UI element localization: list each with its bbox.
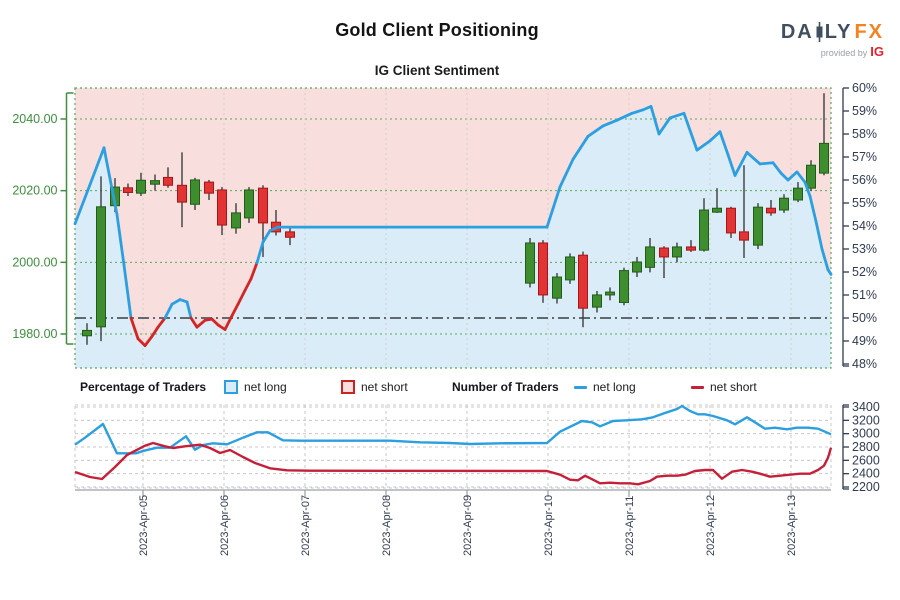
logo-text-fx: FX — [854, 21, 884, 43]
svg-text:2400: 2400 — [852, 467, 880, 481]
net-short-line-swatch — [691, 385, 704, 389]
svg-text:2020.00: 2020.00 — [12, 184, 57, 198]
svg-text:48%: 48% — [852, 357, 877, 371]
logo-candlestick-icon — [816, 22, 823, 42]
dailyfx-logo: DA LY FX provided by IG — [781, 22, 884, 63]
net-long-line-swatch — [574, 385, 587, 389]
svg-text:2023-Apr-08: 2023-Apr-08 — [381, 495, 393, 556]
legend-num-net-short-label: net short — [710, 380, 757, 394]
logo-provided-by: provided by IG — [781, 42, 884, 63]
svg-text:2040.00: 2040.00 — [12, 112, 57, 126]
svg-text:2023-Apr-11: 2023-Apr-11 — [624, 496, 636, 556]
svg-text:2023-Apr-10: 2023-Apr-10 — [543, 495, 555, 556]
svg-text:2023-Apr-13: 2023-Apr-13 — [786, 495, 798, 556]
svg-text:49%: 49% — [852, 334, 877, 348]
svg-text:3200: 3200 — [852, 413, 880, 427]
main-chart-grid — [74, 87, 832, 369]
svg-text:56%: 56% — [852, 173, 877, 187]
svg-text:2000.00: 2000.00 — [12, 255, 57, 269]
sentiment-area-fills — [75, 88, 831, 369]
price-axis: 1980.00 2000.00 2020.00 2040.00 — [12, 92, 74, 345]
net-long-area-swatch — [224, 380, 238, 394]
svg-text:2800: 2800 — [852, 440, 880, 454]
sentiment-line — [73, 105, 833, 348]
svg-text:1980.00: 1980.00 — [12, 327, 57, 341]
svg-text:3000: 3000 — [852, 427, 880, 441]
svg-text:2023-Apr-12: 2023-Apr-12 — [705, 495, 717, 556]
provided-by-text: provided by — [820, 48, 868, 58]
page-title: Gold Client Positioning — [335, 20, 539, 40]
logo-text-ly: LY — [824, 21, 853, 43]
legend-percentage-of-traders: Percentage of Traders — [80, 380, 207, 394]
legend-pct-net-short: net short — [341, 379, 408, 395]
svg-text:53%: 53% — [852, 242, 877, 256]
ig-logo: IG — [870, 44, 884, 59]
legend-pct-net-long-label: net long — [244, 380, 287, 394]
svg-text:2200: 2200 — [852, 480, 880, 494]
svg-text:59%: 59% — [852, 104, 877, 118]
svg-text:2023-Apr-09: 2023-Apr-09 — [462, 495, 474, 556]
chart-subtitle: IG Client Sentiment — [374, 63, 500, 78]
svg-text:57%: 57% — [852, 150, 877, 164]
svg-text:2023-Apr-06: 2023-Apr-06 — [219, 495, 231, 556]
net-short-area-swatch — [341, 380, 355, 394]
date-axis: 2023-Apr-05 2023-Apr-06 2023-Apr-07 2023-Ap… — [75, 489, 831, 556]
svg-text:2600: 2600 — [852, 453, 880, 467]
dailyfx-wordmark: DA LY FX — [781, 22, 884, 42]
legend-num-net-long-label: net long — [593, 380, 636, 394]
num-net-long-line — [74, 404, 832, 455]
svg-text:50%: 50% — [852, 311, 877, 325]
percent-axis: 48% 49% 50% 51% 52% 53% 54% 55% 56% 57% 58% 59% 60% — [842, 81, 877, 371]
legend-pct-net-short-label: net short — [361, 380, 408, 394]
svg-text:2023-Apr-05: 2023-Apr-05 — [138, 495, 150, 556]
legend-pct-net-long: net long — [224, 379, 287, 395]
traders-series — [74, 404, 833, 486]
logo-text-da: DA — [780, 21, 814, 43]
svg-text:2023-Apr-07: 2023-Apr-07 — [300, 495, 312, 556]
svg-text:55%: 55% — [852, 196, 877, 210]
svg-text:60%: 60% — [852, 81, 877, 95]
legend-num-net-short: net short — [691, 379, 757, 395]
svg-text:3400: 3400 — [852, 400, 880, 414]
legend-num-net-long: net long — [574, 379, 636, 395]
svg-text:52%: 52% — [852, 265, 877, 279]
candles-group — [82, 93, 829, 345]
legend-number-of-traders: Number of Traders — [452, 380, 559, 394]
svg-text:54%: 54% — [852, 219, 877, 233]
svg-text:51%: 51% — [852, 288, 877, 302]
svg-text:58%: 58% — [852, 127, 877, 141]
num-net-short-line — [74, 441, 833, 486]
